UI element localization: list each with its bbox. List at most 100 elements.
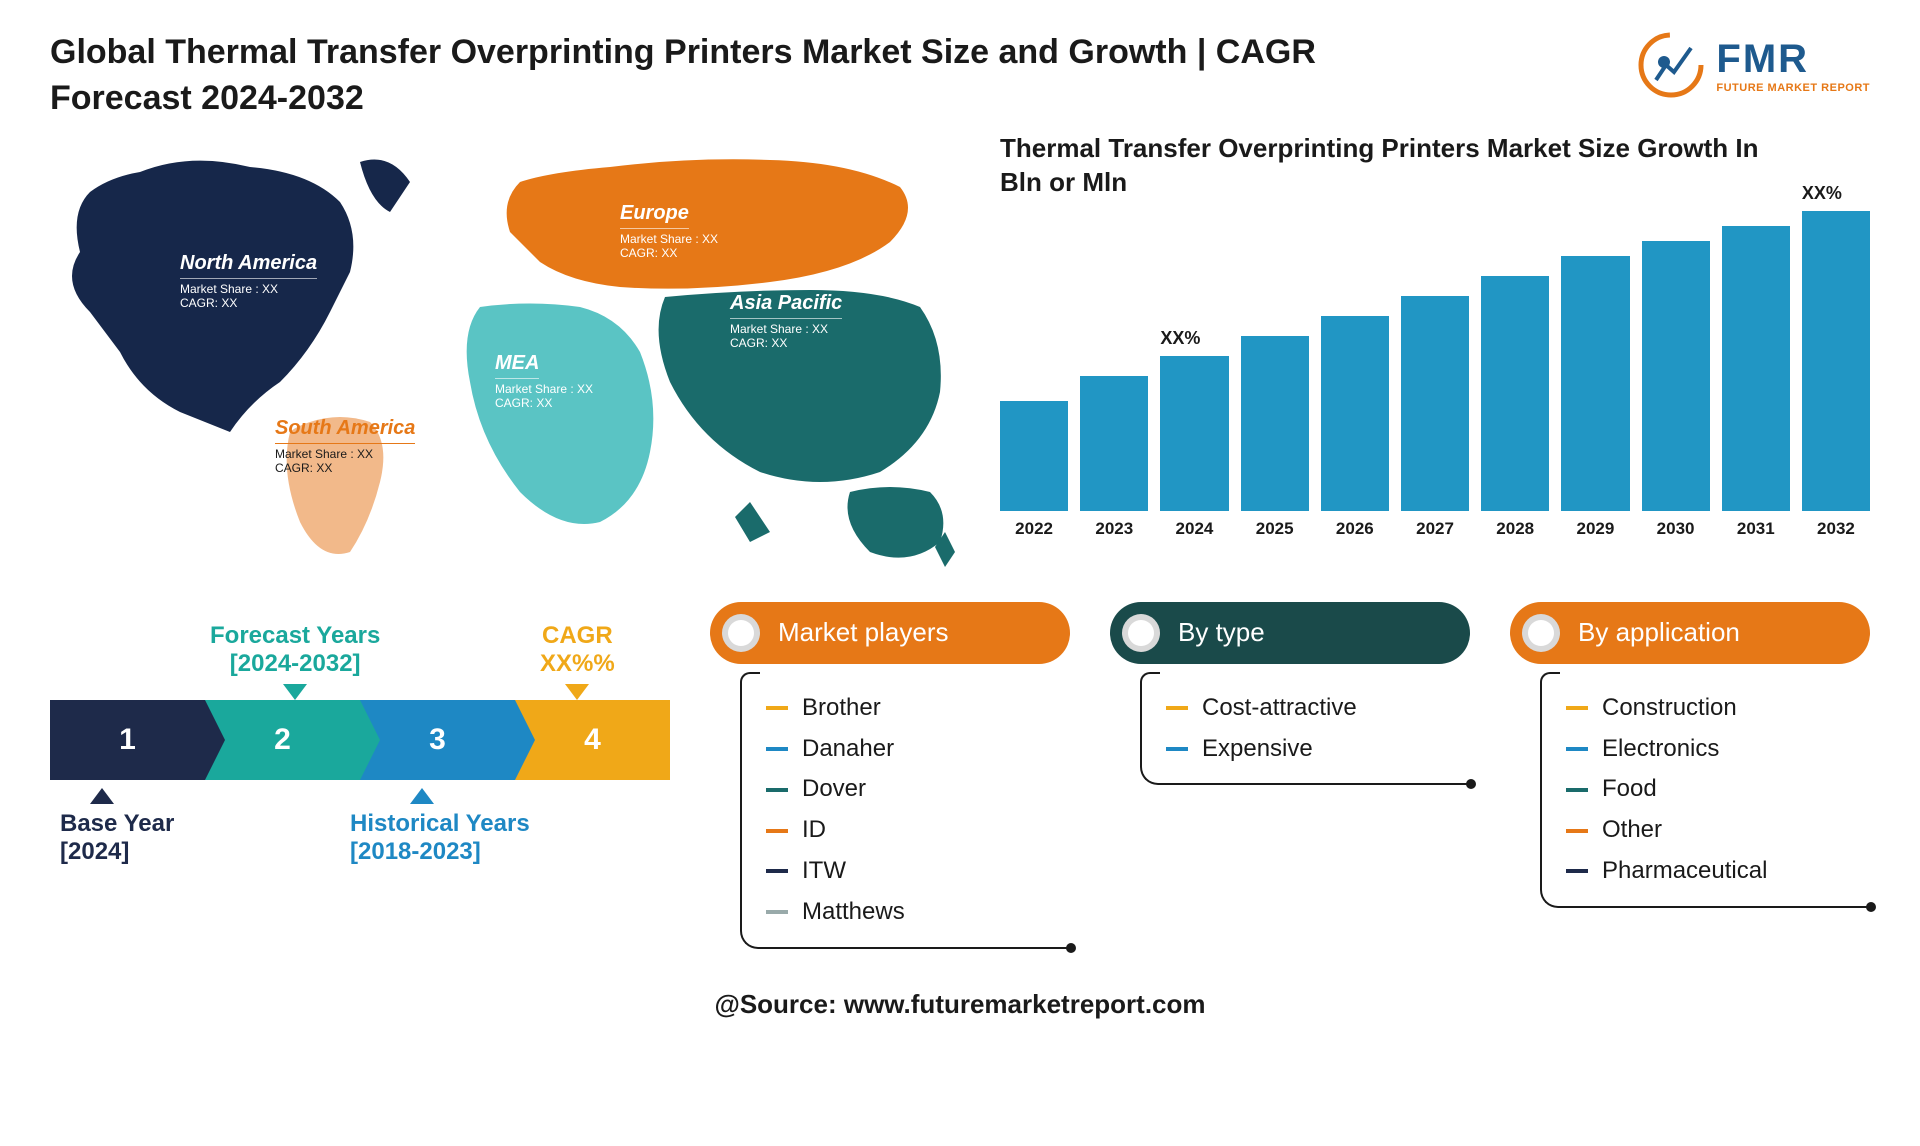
bar [1241, 336, 1309, 511]
bar [1481, 276, 1549, 511]
logo-icon [1636, 30, 1706, 100]
cagr-label: CAGR XX%% [540, 622, 615, 700]
tick-icon [766, 829, 788, 833]
header: Global Thermal Transfer Overprinting Pri… [0, 0, 1920, 132]
timeline-segment-4: 4 [515, 700, 670, 780]
timeline-bottom-labels: Base Year [2024] Historical Years [2018-… [50, 788, 670, 878]
bracket: Cost-attractiveExpensive [1140, 682, 1470, 786]
logo-text: FMR FUTURE MARKET REPORT [1716, 37, 1870, 94]
bar [1321, 316, 1389, 511]
bracket: ConstructionElectronicsFoodOtherPharmace… [1540, 682, 1870, 908]
tick-icon [1566, 747, 1588, 751]
arrow-up-icon [90, 788, 114, 804]
bar: XX% [1160, 356, 1228, 511]
tick-icon [766, 910, 788, 914]
list-item: Cost-attractive [1166, 688, 1470, 729]
bar-2025: 2025 [1241, 336, 1309, 539]
list-item: Electronics [1566, 729, 1870, 770]
list-item-label: Construction [1602, 688, 1737, 729]
tick-icon [1166, 747, 1188, 751]
logo: FMR FUTURE MARKET REPORT [1636, 30, 1870, 100]
tick-icon [766, 706, 788, 710]
bar-year-label: 2028 [1496, 519, 1534, 539]
list-item-label: Brother [802, 688, 881, 729]
list-item: Construction [1566, 688, 1870, 729]
list-item-label: Matthews [802, 892, 905, 933]
arrow-down-icon [283, 684, 307, 700]
world-map-column: North America Market Share : XX CAGR: XX… [50, 132, 970, 572]
label-europe: Europe Market Share : XX CAGR: XX [620, 202, 718, 260]
timeline-segment-1: 1 [50, 700, 205, 780]
list-item: Danaher [766, 729, 1070, 770]
bar-year-label: 2029 [1576, 519, 1614, 539]
tick-icon [1566, 788, 1588, 792]
list-item-label: Danaher [802, 729, 894, 770]
arrow-up-icon [410, 788, 434, 804]
timeline: Forecast Years [2024-2032] CAGR XX%% 123… [50, 602, 670, 878]
segment-market-players: Market players BrotherDanaherDoverIDITWM… [710, 602, 1070, 949]
list-item: Dover [766, 769, 1070, 810]
list-item: ID [766, 810, 1070, 851]
pill-dot-icon [1522, 614, 1560, 652]
list-item-label: Expensive [1202, 729, 1313, 770]
tick-icon [1566, 829, 1588, 833]
bar-year-label: 2027 [1416, 519, 1454, 539]
bar [1401, 296, 1469, 511]
bar-2031: 2031 [1722, 226, 1790, 539]
list-by-application: ConstructionElectronicsFoodOtherPharmace… [1542, 688, 1870, 892]
bar-chart-title: Thermal Transfer Overprinting Printers M… [1000, 132, 1870, 200]
segment-by-application: By application ConstructionElectronicsFo… [1510, 602, 1870, 908]
tick-icon [1566, 869, 1588, 873]
pill-dot-icon [722, 614, 760, 652]
forecast-years-label: Forecast Years [2024-2032] [210, 622, 380, 700]
bar [1561, 256, 1629, 511]
arrow-down-icon [565, 684, 589, 700]
list-item: Expensive [1166, 729, 1470, 770]
timeline-segment-3: 3 [360, 700, 515, 780]
timeline-top-labels: Forecast Years [2024-2032] CAGR XX%% [50, 622, 670, 692]
logo-sub: FUTURE MARKET REPORT [1716, 82, 1870, 94]
bracket: BrotherDanaherDoverIDITWMatthews [740, 682, 1070, 949]
bar-2023: 2023 [1080, 376, 1148, 539]
list-by-type: Cost-attractiveExpensive [1142, 688, 1470, 770]
label-north-america: North America Market Share : XX CAGR: XX [180, 252, 317, 310]
pill-market-players: Market players [710, 602, 1070, 664]
bar-year-label: 2026 [1336, 519, 1374, 539]
pill-by-application: By application [1510, 602, 1870, 664]
label-south-america: South America Market Share : XX CAGR: XX [275, 417, 415, 475]
bar: XX% [1802, 211, 1870, 511]
pill-dot-icon [1122, 614, 1160, 652]
list-item: Pharmaceutical [1566, 851, 1870, 892]
timeline-segment-2: 2 [205, 700, 360, 780]
timeline-bar: 1234 [50, 700, 670, 780]
list-item: Matthews [766, 892, 1070, 933]
bar-year-label: 2032 [1817, 519, 1855, 539]
bar-year-label: 2024 [1176, 519, 1214, 539]
tick-icon [766, 788, 788, 792]
list-item-label: Electronics [1602, 729, 1719, 770]
list-item: Food [1566, 769, 1870, 810]
list-item-label: Cost-attractive [1202, 688, 1357, 729]
base-year-label: Base Year [2024] [60, 788, 174, 866]
historical-years-label: Historical Years [2018-2023] [350, 788, 530, 866]
bar-2026: 2026 [1321, 316, 1389, 539]
bottom-row: Forecast Years [2024-2032] CAGR XX%% 123… [0, 572, 1920, 949]
page-title: Global Thermal Transfer Overprinting Pri… [50, 30, 1350, 122]
bar [1080, 376, 1148, 511]
bar-2022: 2022 [1000, 401, 1068, 539]
list-item-label: ID [802, 810, 826, 851]
region-mea [467, 303, 654, 524]
tick-icon [766, 869, 788, 873]
list-item-label: Pharmaceutical [1602, 851, 1767, 892]
bar [1000, 401, 1068, 511]
tick-icon [1166, 706, 1188, 710]
list-item-label: Food [1602, 769, 1657, 810]
world-map: North America Market Share : XX CAGR: XX… [50, 132, 970, 572]
bar-2027: 2027 [1401, 296, 1469, 539]
bar-2030: 2030 [1642, 241, 1710, 539]
main-row: North America Market Share : XX CAGR: XX… [0, 132, 1920, 572]
list-item: Brother [766, 688, 1070, 729]
bar-year-label: 2030 [1657, 519, 1695, 539]
bar [1722, 226, 1790, 511]
bar-year-label: 2031 [1737, 519, 1775, 539]
